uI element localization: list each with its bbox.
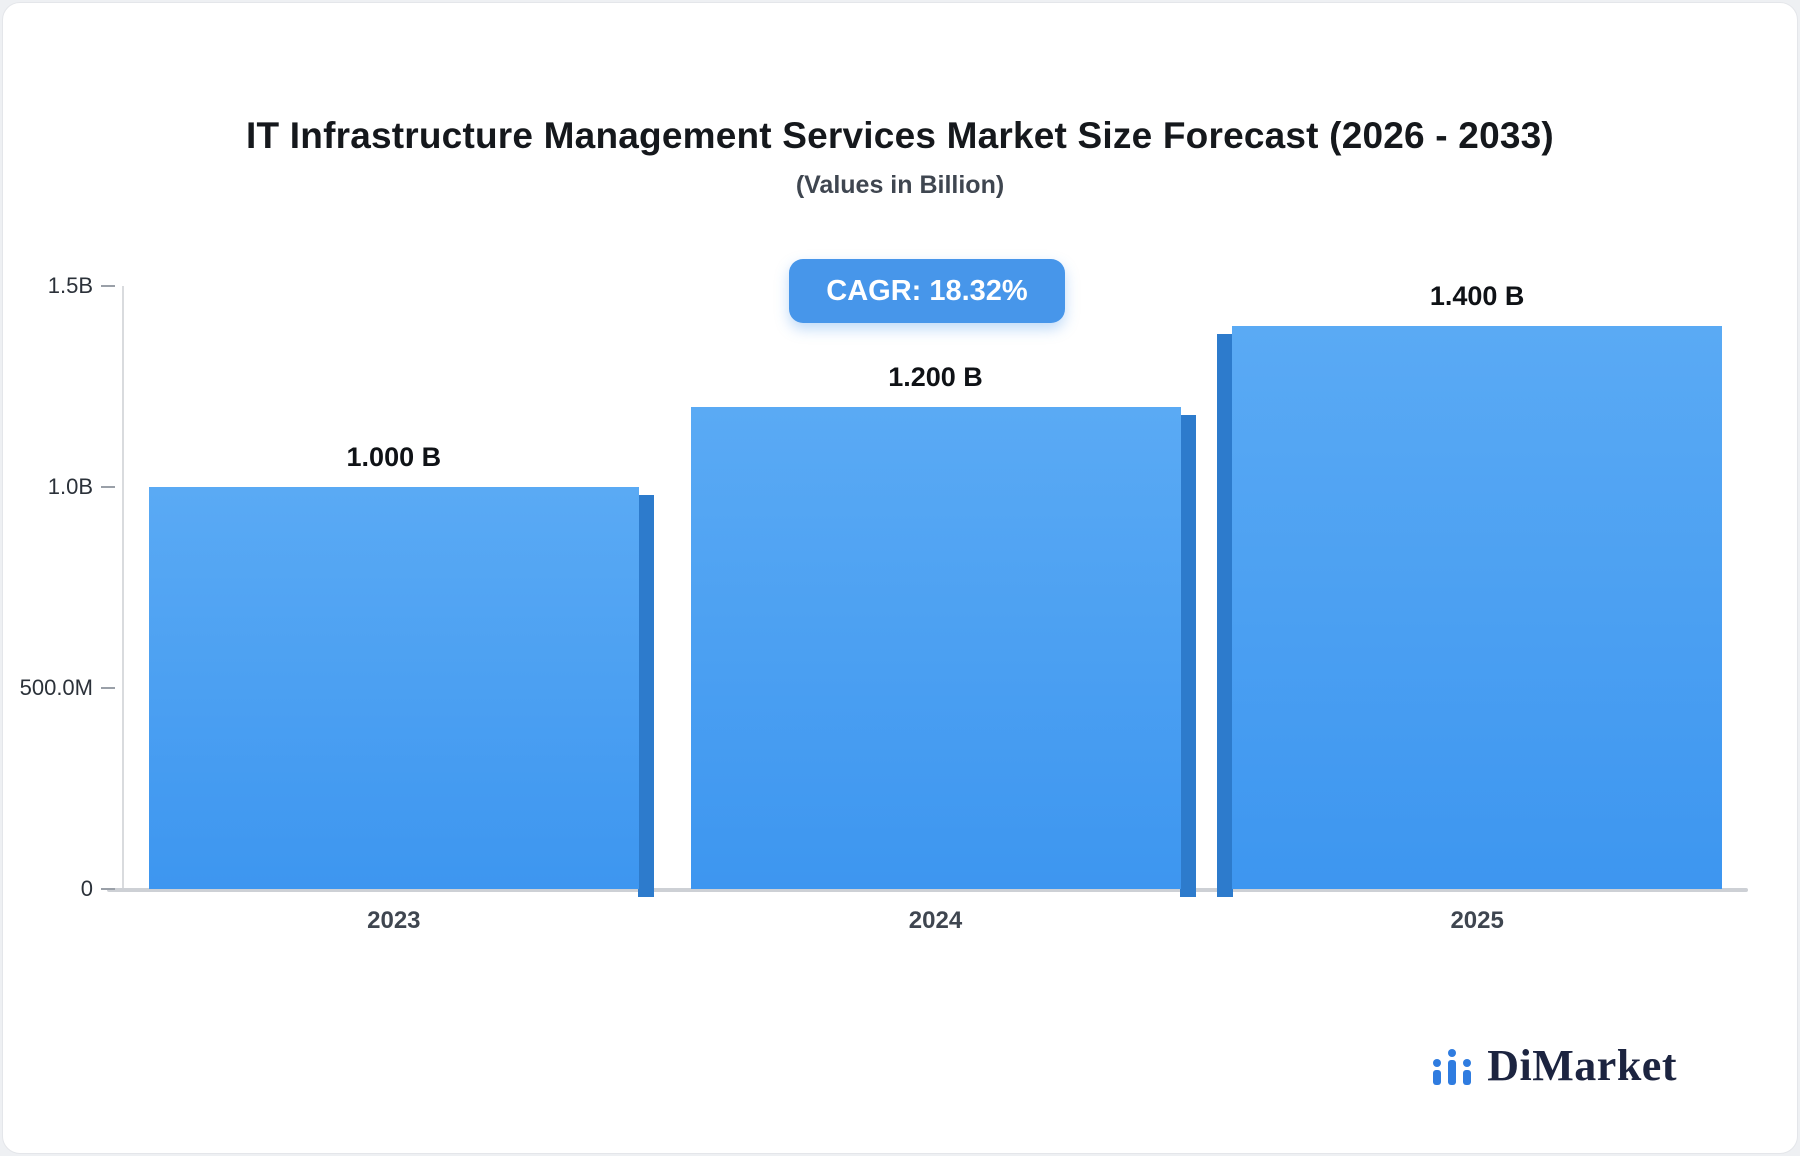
y-tick-mark: [101, 888, 115, 890]
bar-3d-edge: [1179, 414, 1196, 897]
y-axis-line: [122, 286, 124, 889]
y-tick: 0: [3, 876, 115, 901]
bar-2024[interactable]: [690, 406, 1181, 889]
bar-3d-edge: [637, 495, 654, 897]
bar-value-label: 1.400 B: [1429, 281, 1525, 312]
y-tick-label: 1.5B: [47, 273, 93, 298]
brand-logo: DiMarket: [1429, 1040, 1677, 1091]
y-tick-mark: [101, 687, 115, 689]
x-axis-label: 2024: [908, 907, 963, 934]
y-tick: 1.5B: [3, 273, 115, 298]
bar-value-label: 1.200 B: [888, 361, 983, 392]
y-tick-mark: [101, 486, 115, 488]
brand-name: DiMarket: [1487, 1041, 1677, 1090]
bar-2023[interactable]: [148, 487, 639, 889]
chart-subtitle: (Values in Billion): [795, 171, 1005, 199]
bar-2025[interactable]: [1232, 326, 1723, 889]
chart-title: IT Infrastructure Management Services Ma…: [246, 115, 1554, 156]
cagr-badge: CAGR: 18.32%: [789, 259, 1065, 323]
bar-value-label: 1.000 B: [346, 442, 442, 472]
y-tick-label: 1.0B: [47, 474, 93, 499]
bar-3d-edge: [1217, 334, 1234, 897]
x-axis-line: [107, 888, 1748, 892]
x-axis-label: 2025: [1450, 907, 1504, 934]
y-tick-label: 500.0M: [19, 675, 93, 700]
y-tick-mark: [101, 285, 115, 287]
y-tick: 1.0B: [3, 474, 115, 499]
y-tick-label: 0: [80, 876, 93, 901]
y-tick: 500.0M: [3, 675, 115, 700]
x-axis-label: 2023: [367, 907, 421, 934]
plot-area: 0 500.0M 1.0B 1.5B 1.000 B 2023 1.200 B 2024 1.…: [20, 273, 1748, 934]
dimarket-logo-icon: [1433, 1048, 1472, 1085]
